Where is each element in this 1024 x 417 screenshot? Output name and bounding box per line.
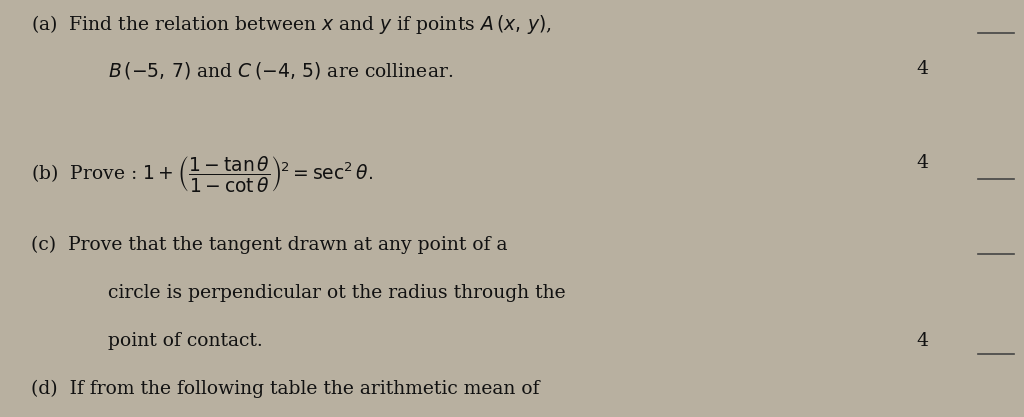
Text: 4: 4 — [916, 154, 929, 172]
Text: $B\,(-5,\,7)$ and $C\,(-4,\,5)$ are collinear.: $B\,(-5,\,7)$ and $C\,(-4,\,5)$ are coll… — [108, 60, 453, 81]
Text: (d)  If from the following table the arithmetic mean of: (d) If from the following table the arit… — [31, 379, 540, 398]
Text: circle is perpendicular ot the radius through the: circle is perpendicular ot the radius th… — [108, 284, 565, 301]
Text: 4: 4 — [916, 332, 929, 349]
Text: 4: 4 — [916, 60, 929, 78]
Text: (b)  Prove : $1 + \left(\dfrac{1-\tan\theta}{1-\cot\theta}\right)^{\!2} = \sec^2: (b) Prove : $1 + \left(\dfrac{1-\tan\the… — [31, 154, 373, 194]
Text: (a)  Find the relation between $x$ and $y$ if points $A\,(x,\,y)$,: (a) Find the relation between $x$ and $y… — [31, 13, 551, 35]
Text: (c)  Prove that the tangent drawn at any point of a: (c) Prove that the tangent drawn at any … — [31, 236, 507, 254]
Text: point of contact.: point of contact. — [108, 332, 262, 349]
